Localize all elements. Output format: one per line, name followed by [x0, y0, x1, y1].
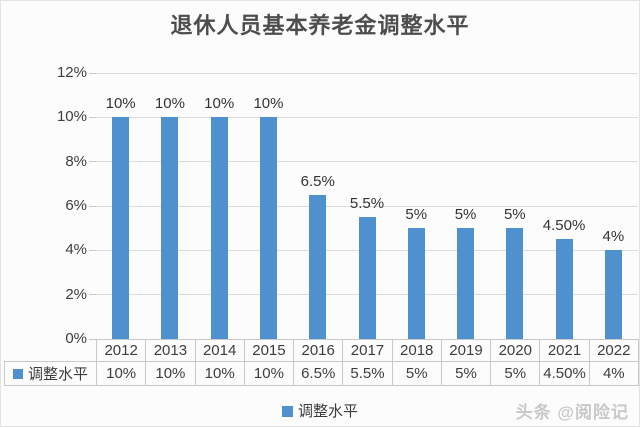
table-value-cell: 10% [145, 361, 196, 386]
data-table: 2012 2013 2014 2015 2016 2017 2018 2019 2020 2021… [4, 339, 639, 386]
bar-2022 [604, 250, 622, 339]
table-value-cell: 6.5% [293, 361, 344, 386]
gridline [96, 161, 638, 163]
table-year-header: 2015 [243, 339, 295, 362]
table-year-header: 2021 [539, 339, 590, 362]
bar-2020 [506, 228, 524, 339]
y-axis-tick [89, 249, 96, 251]
table-year-header: 2013 [145, 339, 196, 362]
bar-value-label: 4% [602, 228, 625, 246]
table-value-cell: 4.50% [539, 361, 590, 386]
table-year-header: 2019 [440, 339, 492, 362]
table-year-header: 2012 [95, 339, 147, 362]
y-axis-tick [89, 294, 96, 296]
y-axis-label: 4% [65, 241, 87, 259]
bar-2016 [309, 194, 327, 339]
bar-value-label: 5% [503, 206, 526, 224]
y-axis-label: 0% [65, 330, 87, 347]
bar-2019 [457, 228, 475, 339]
series-marker-icon [12, 369, 23, 380]
table-series-label-cell: 调整水平 [4, 361, 97, 386]
y-axis-label: 10% [56, 108, 87, 126]
bar-value-label: 6.5% [300, 172, 335, 190]
table-year-header: 2016 [293, 339, 344, 362]
table-value-cell: 10% [243, 361, 295, 386]
y-axis-label: 6% [65, 197, 87, 214]
bar-value-label: 10% [253, 95, 284, 113]
table-value-cell: 5.5% [342, 361, 393, 386]
table-year-header: 2018 [391, 339, 442, 362]
table-value-cell: 5% [440, 361, 492, 386]
gridline [96, 72, 638, 74]
bar-value-label: 5% [454, 206, 477, 224]
bar-2021 [555, 239, 573, 339]
y-axis-tick [89, 161, 96, 163]
bar-2012 [112, 117, 130, 339]
legend: 调整水平 [281, 400, 359, 421]
bar-value-label: 10% [154, 95, 185, 113]
table-value-cell: 5% [490, 361, 541, 386]
watermark: 头条 @阅险记 [515, 403, 629, 422]
y-axis-tick [89, 72, 96, 74]
bar-2018 [407, 228, 425, 339]
y-axis-tick [89, 116, 96, 118]
bar-value-label: 10% [105, 95, 136, 113]
bar-value-label: 10% [204, 95, 235, 113]
bar-2015 [259, 117, 277, 339]
series-label-text: 调整水平 [27, 366, 88, 383]
y-axis-tick [89, 205, 96, 207]
y-axis-label: 8% [65, 152, 87, 170]
y-axis-tick [89, 338, 96, 340]
bar-2017 [358, 217, 376, 339]
legend-marker-icon [281, 405, 293, 417]
gridline [96, 205, 638, 207]
table-corner-cell [5, 340, 97, 362]
legend-label: 调整水平 [297, 403, 359, 420]
y-axis-label: 12% [56, 64, 87, 81]
table-year-header: 2017 [342, 339, 393, 362]
bar-value-label: 5% [405, 206, 428, 224]
bar-2013 [161, 117, 179, 339]
table-value-cell: 4% [588, 361, 639, 386]
table-year-header: 2022 [588, 339, 639, 362]
bar-2014 [210, 117, 228, 339]
table-year-header: 2014 [194, 339, 245, 362]
table-value-cell: 10% [95, 361, 147, 386]
y-axis-label: 2% [65, 285, 87, 303]
chart-title: 退休人员基本养老金调整水平 [170, 13, 470, 38]
bar-value-label: 4.50% [542, 217, 586, 235]
table-year-header: 2020 [490, 339, 541, 362]
gridline [96, 116, 638, 118]
table-value-cell: 10% [194, 361, 245, 386]
bar-value-label: 5.5% [349, 195, 385, 213]
table-value-cell: 5% [391, 361, 442, 386]
